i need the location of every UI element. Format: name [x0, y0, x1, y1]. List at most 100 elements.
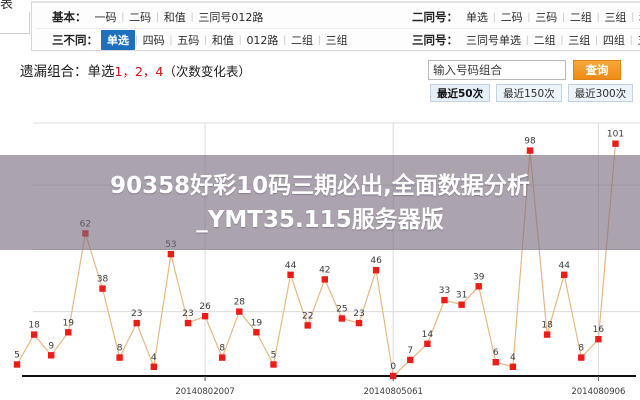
search-input[interactable]: [428, 60, 566, 80]
filter-separator: |: [238, 34, 242, 46]
data-point-33[interactable]: [578, 354, 585, 361]
data-point-13[interactable]: [236, 308, 243, 315]
data-point-17[interactable]: [304, 322, 311, 329]
data-point-label-27: 39: [473, 272, 485, 282]
range-tab-2[interactable]: 最近300次: [567, 84, 634, 102]
data-point-0[interactable]: [13, 361, 21, 368]
range-tab-1[interactable]: 最近150次: [496, 84, 562, 102]
data-point-label-1: 18: [28, 321, 40, 331]
filter-item-three-diff-2[interactable]: 五码: [177, 34, 200, 47]
series-line: [16, 143, 617, 378]
data-point-label-6: 8: [117, 344, 123, 354]
filter-separator: |: [318, 34, 321, 46]
data-point-25[interactable]: [441, 296, 448, 304]
data-point-label-2: 9: [48, 341, 54, 351]
filter-items-three-same: 三同号单选|二组|三组|四组|五: [461, 31, 640, 49]
data-point-26[interactable]: [458, 301, 465, 308]
data-point-16[interactable]: [287, 271, 294, 278]
data-point-2[interactable]: [48, 352, 55, 359]
data-point-label-14: 19: [251, 318, 263, 328]
data-point-label-35: 101: [607, 130, 624, 140]
filter-separator: |: [595, 34, 598, 46]
filter-item-basic-1[interactable]: 二码: [129, 11, 152, 24]
data-point-label-21: 46: [370, 256, 382, 266]
filter-separator: |: [156, 11, 159, 23]
filter-item-two-same-3[interactable]: 二组: [569, 11, 592, 24]
range-tab-0[interactable]: 最近50次: [430, 84, 491, 102]
data-point-23[interactable]: [407, 356, 414, 364]
filter-item-three-same-4[interactable]: 五: [632, 31, 640, 49]
data-point-27[interactable]: [475, 283, 482, 290]
data-point-label-24: 14: [422, 330, 434, 340]
filter-item-basic-2[interactable]: 和值: [163, 11, 186, 24]
data-point-34[interactable]: [595, 336, 602, 343]
data-point-24[interactable]: [424, 340, 431, 347]
filter-item-three-diff-3[interactable]: 和值: [211, 34, 234, 47]
data-point-30[interactable]: [526, 147, 534, 154]
data-point-8[interactable]: [150, 363, 157, 370]
data-point-35[interactable]: [612, 140, 619, 147]
filter-item-two-same-5[interactable]: 和: [634, 8, 640, 26]
filter-item-three-diff-0[interactable]: 单选: [101, 30, 135, 50]
filter-item-two-same-4[interactable]: 三组: [604, 11, 627, 24]
filter-separator: |: [121, 11, 125, 23]
filter-item-three-same-3[interactable]: 四组: [602, 34, 625, 47]
filter-item-three-same-2[interactable]: 三组: [568, 34, 591, 47]
filter-item-three-same-0[interactable]: 三同号单选: [466, 34, 521, 47]
range-tab-group: 最近50次 最近150次 最近300次: [430, 84, 634, 102]
data-point-18[interactable]: [321, 276, 328, 283]
data-point-14[interactable]: [253, 329, 260, 336]
data-point-10[interactable]: [184, 319, 192, 327]
filter-item-basic-0[interactable]: 一码: [94, 11, 117, 24]
data-point-19[interactable]: [338, 315, 346, 322]
filter-item-three-diff-1[interactable]: 四码: [142, 34, 165, 47]
data-point-label-17: 22: [302, 311, 313, 321]
data-point-31[interactable]: [543, 331, 551, 338]
filter-separator: |: [527, 11, 531, 23]
data-point-label-0: 5: [14, 351, 20, 361]
data-point-7[interactable]: [133, 319, 140, 327]
filter-row-divider: [36, 28, 640, 29]
data-point-28[interactable]: [492, 359, 499, 366]
data-point-3[interactable]: [65, 329, 72, 336]
filter-item-two-same-2[interactable]: 三码: [535, 11, 558, 24]
filter-item-three-diff-6[interactable]: 三组: [325, 34, 348, 47]
data-point-32[interactable]: [561, 271, 568, 278]
data-point-label-7: 23: [131, 309, 142, 319]
data-point-5[interactable]: [99, 285, 106, 292]
x-tick-label-2: 2014080906: [571, 387, 625, 397]
data-point-label-13: 28: [234, 298, 246, 308]
filter-separator: |: [560, 34, 564, 46]
data-point-29[interactable]: [509, 363, 517, 370]
data-point-label-9: 53: [165, 240, 176, 250]
filter-item-basic-3[interactable]: 三同号012路: [198, 11, 264, 24]
filter-panel: 基本：一码|二码|和值|三同号012路二同号：单选|二码|三码|二组|三组|和三…: [31, 1, 640, 51]
data-point-9[interactable]: [167, 250, 175, 258]
data-point-20[interactable]: [355, 319, 363, 327]
filter-group-basic: 基本： 一码 | 二码 | 和值 | 三同号012路: [52, 8, 268, 26]
data-point-4[interactable]: [82, 230, 89, 237]
data-point-label-33: 8: [578, 344, 584, 354]
filter-item-three-diff-4[interactable]: 012路: [246, 34, 279, 47]
data-point-12[interactable]: [219, 354, 226, 361]
data-point-6[interactable]: [116, 354, 123, 361]
data-point-label-30: 98: [524, 137, 536, 147]
data-point-label-28: 6: [493, 348, 499, 358]
data-point-15[interactable]: [270, 361, 277, 368]
filter-item-two-same-1[interactable]: 二码: [500, 11, 523, 24]
data-point-1[interactable]: [30, 331, 38, 338]
data-point-label-19: 25: [336, 305, 347, 315]
data-point-21[interactable]: [372, 267, 380, 274]
filter-group-label-two-same: 二同号：: [412, 10, 458, 24]
filter-item-two-same-0[interactable]: 单选: [466, 11, 488, 24]
filter-items-two-same: 单选|二码|三码|二组|三组|和: [461, 8, 640, 26]
filter-item-three-same-1[interactable]: 二组: [533, 34, 556, 47]
filter-separator: |: [493, 11, 496, 23]
filter-group-label-basic: 基本：: [52, 10, 87, 24]
filter-item-three-diff-5[interactable]: 二组: [291, 34, 314, 47]
search-button[interactable]: 查询: [573, 60, 621, 80]
data-point-11[interactable]: [201, 313, 209, 320]
data-point-label-3: 19: [63, 318, 75, 328]
